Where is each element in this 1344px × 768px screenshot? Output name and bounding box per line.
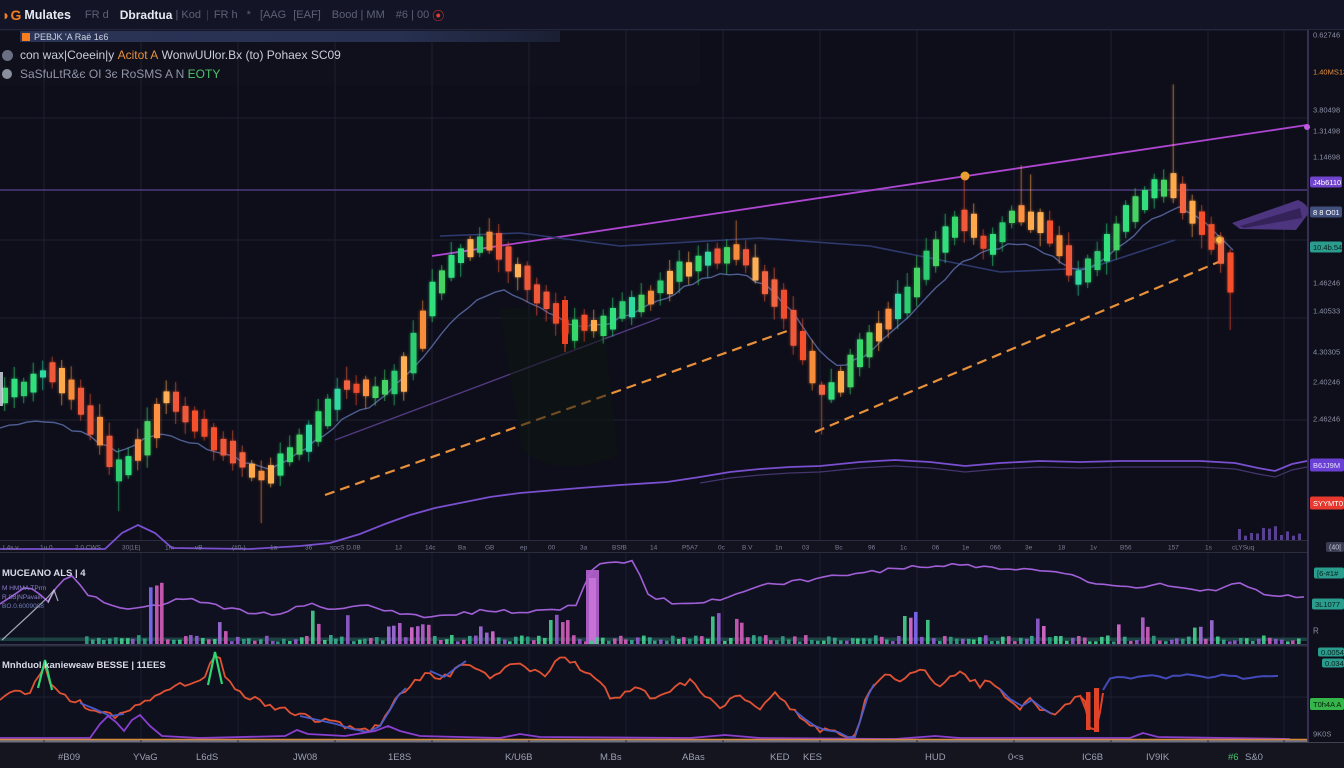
svg-text:30|1E|: 30|1E| [122,545,141,552]
svg-text:ABas: ABas [682,752,705,763]
svg-text:00: 00 [548,545,556,552]
svg-text:1.14698: 1.14698 [1313,153,1340,162]
svg-text:SYYMT0: SYYMT0 [1313,499,1343,508]
svg-text:MUCEANO ALS | 4: MUCEANO ALS | 4 [2,568,86,579]
svg-text:1e: 1e [962,545,970,552]
svg-text:IC6B: IC6B [1082,752,1103,763]
svg-text:M HMMA TPrm: M HMMA TPrm [2,585,46,592]
svg-text:ep: ep [520,545,528,552]
svg-text:R: R [1313,627,1319,636]
svg-text:18: 18 [1058,545,1066,552]
svg-text:1E8S: 1E8S [388,752,411,763]
svg-text:M.Bs: M.Bs [600,752,622,763]
svg-text:2.0.CWS: 2.0.CWS [75,545,102,552]
svg-text:B6JJ9M: B6JJ9M [1313,461,1340,470]
svg-text:L6dS: L6dS [196,752,218,763]
svg-text:KES: KES [803,752,822,763]
svg-text:KED: KED [770,752,790,763]
svg-text:14c: 14c [425,545,436,552]
svg-text:1c: 1c [900,545,908,552]
svg-text:1u.0: 1u.0 [40,545,53,552]
svg-text:0c: 0c [718,545,726,552]
svg-text:spcS D.0B: spcS D.0B [330,545,361,552]
svg-text:0.0344: 0.0344 [1325,659,1344,668]
svg-text:#B09: #B09 [58,752,80,763]
svg-text:066: 066 [990,545,1001,552]
svg-text:9K0S: 9K0S [1313,730,1331,739]
svg-text:10.4b.54: 10.4b.54 [1313,243,1342,252]
svg-text:R 8B|NPavaill: R 8B|NPavaill [2,594,43,601]
svg-text:S&0: S&0 [1245,752,1263,763]
svg-text:0.62746: 0.62746 [1313,31,1340,40]
svg-text:1n: 1n [775,545,783,552]
svg-text:1J: 1J [395,545,402,552]
svg-text:B56: B56 [1120,545,1132,552]
svg-text:[6-#1#: [6-#1# [1317,569,1339,578]
svg-text:3.80498: 3.80498 [1313,106,1340,115]
svg-text:P5A7: P5A7 [682,545,698,552]
svg-text:J4b6110: J4b6110 [1313,178,1341,187]
svg-text:cLYSuq: cLYSuq [1232,545,1255,552]
svg-text:BSfB: BSfB [612,545,627,552]
svg-text:36: 36 [305,545,313,552]
svg-text:IV9IK: IV9IK [1146,752,1170,763]
svg-text:GB: GB [485,545,494,552]
svg-text:Mnhduol kanieweaw BESSE | 11EE: Mnhduol kanieweaw BESSE | 11EES [2,660,166,671]
svg-text:vB: vB [195,545,203,552]
svg-text:1s: 1s [1205,545,1213,552]
svg-text:1.46246: 1.46246 [1313,279,1340,288]
svg-text:K/U6B: K/U6B [505,752,532,763]
svg-text:0<s: 0<s [1008,752,1024,763]
svg-text:157: 157 [1168,545,1179,552]
svg-text:L4s.v: L4s.v [3,545,19,552]
svg-text:4.30305: 4.30305 [1313,348,1340,357]
svg-text:1.40MS13: 1.40MS13 [1313,68,1344,77]
svg-text:#6: #6 [1228,752,1239,763]
svg-text:JW08: JW08 [293,752,317,763]
svg-text:BO.0.6009088: BO.0.6009088 [2,603,44,610]
svg-text:1.31498: 1.31498 [1313,127,1340,136]
svg-text:8 8 O01: 8 8 O01 [1313,208,1340,217]
svg-text:2.46246: 2.46246 [1313,415,1340,424]
svg-text:3a: 3a [580,545,588,552]
svg-text:1m: 1m [165,545,174,552]
svg-text:03: 03 [802,545,810,552]
svg-text:1a: 1a [270,545,278,552]
svg-text:Ba: Ba [458,545,466,552]
svg-text:3e: 3e [1025,545,1033,552]
svg-text:14: 14 [650,545,658,552]
svg-text:B.V: B.V [742,545,753,552]
svg-text:Bc: Bc [835,545,843,552]
svg-text:T0h4A A: T0h4A A [1313,700,1341,709]
svg-text:96: 96 [868,545,876,552]
svg-text:1v: 1v [1090,545,1098,552]
svg-text:HUD: HUD [925,752,946,763]
svg-text:YVaG: YVaG [133,752,158,763]
svg-text:2.40246: 2.40246 [1313,378,1340,387]
svg-text:(#0-): (#0-) [232,545,246,552]
svg-text:06: 06 [932,545,940,552]
svg-text:3L1077: 3L1077 [1315,600,1340,609]
svg-text:1.40533: 1.40533 [1313,307,1340,316]
svg-text:(40|: (40| [1329,545,1341,552]
